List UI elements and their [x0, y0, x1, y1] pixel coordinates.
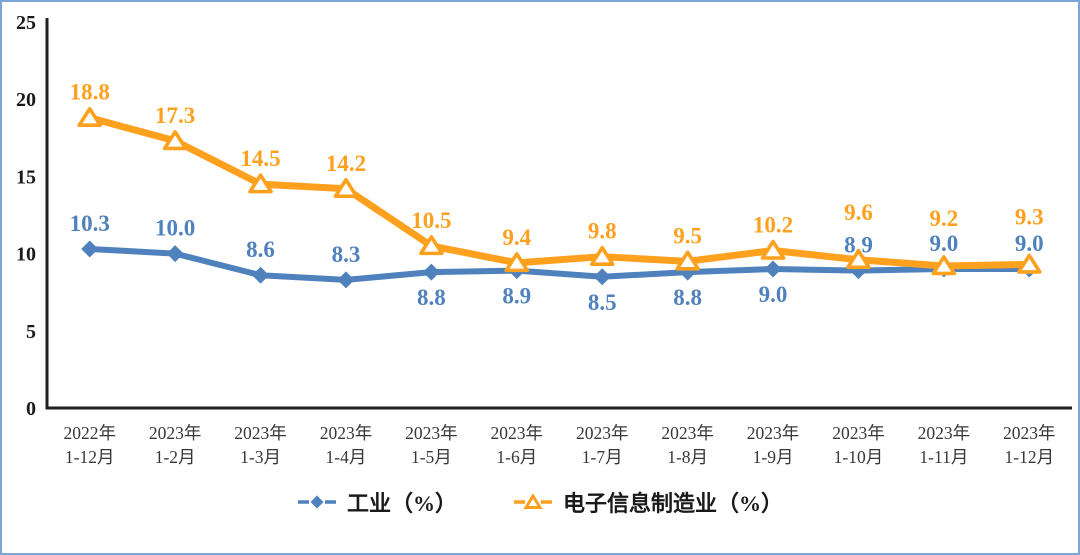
- marker-industry-6: [593, 268, 611, 286]
- marker-electronics-manufacturing-1: [162, 130, 188, 151]
- series-line-industry: [86, 245, 1033, 283]
- data-label-electronics-manufacturing-11: 9.3: [1015, 204, 1044, 229]
- data-label-electronics-manufacturing-8: 10.2: [753, 213, 793, 238]
- marker-electronics-manufacturing-0: [77, 106, 103, 128]
- marker-industry-1: [166, 245, 184, 263]
- x-tick-label-2: 2023年 1-3月: [234, 423, 287, 467]
- data-label-industry-10: 9.0: [930, 231, 959, 256]
- data-label-electronics-manufacturing-1: 17.3: [155, 103, 195, 128]
- data-label-industry-11: 9.0: [1015, 231, 1044, 256]
- plot-area: 0 5 10 15 20 25 2022年 1-12月 2023年 1-2月 2023年 1-3月 20…: [16, 12, 1072, 467]
- y-tick-label-10: 10: [16, 244, 36, 266]
- legend-label-electronics-manufacturing: 电子信息制造业（%）: [563, 491, 784, 516]
- legend-label-industry: 工业（%）: [346, 491, 457, 516]
- data-label-electronics-manufacturing-9: 9.6: [844, 200, 873, 225]
- marker-electronics-manufacturing-6: [589, 245, 615, 266]
- x-tick-label-1: 2023年 1-2月: [149, 423, 202, 467]
- data-label-electronics-manufacturing-10: 9.2: [930, 206, 959, 231]
- marker-industry-4: [422, 263, 440, 281]
- data-label-electronics-manufacturing-2: 14.5: [240, 146, 280, 171]
- data-label-industry-5: 8.9: [502, 284, 531, 309]
- y-tick-label-25: 25: [16, 12, 36, 34]
- x-tick-label-3: 2023年 1-4月: [320, 423, 373, 467]
- marker-electronics-manufacturing-4: [419, 235, 444, 256]
- x-tick-label-11: 2023年 1-12月: [1003, 423, 1056, 467]
- data-label-industry-7: 8.8: [673, 285, 702, 310]
- y-tick-label-5: 5: [26, 321, 36, 343]
- series-line-electronics-manufacturing: [86, 114, 1033, 270]
- chart-legend: 工业（%） 电子信息制造业（%）: [2, 486, 1078, 518]
- marker-industry-2: [252, 266, 270, 284]
- legend-item-electronics-manufacturing: 电子信息制造业（%）: [513, 486, 783, 518]
- x-tick-label-10: 2023年 1-11月: [918, 423, 971, 467]
- electronics-triangle-legend-marker: [514, 493, 552, 509]
- data-label-industry-0: 10.3: [70, 211, 110, 236]
- y-tick-label-20: 20: [16, 89, 36, 111]
- data-label-electronics-manufacturing-5: 9.4: [502, 225, 531, 250]
- data-label-industry-1: 10.0: [155, 216, 195, 241]
- data-label-electronics-manufacturing-6: 9.8: [588, 219, 617, 244]
- marker-electronics-manufacturing-9: [846, 248, 871, 270]
- legend-item-industry: 工业（%）: [297, 486, 457, 518]
- x-tick-label-9: 2023年 1-10月: [832, 423, 885, 467]
- x-tick-label-0: 2022年 1-12月: [63, 423, 116, 467]
- marker-electronics-manufacturing-11: [1016, 253, 1042, 274]
- marker-electronics-manufacturing-8: [760, 239, 786, 260]
- data-label-industry-3: 8.3: [332, 242, 361, 267]
- data-label-electronics-manufacturing-4: 10.5: [411, 208, 451, 233]
- marker-electronics-manufacturing-7: [675, 250, 700, 271]
- industry-diamond-legend-marker: [297, 495, 336, 509]
- data-label-electronics-manufacturing-0: 18.8: [70, 80, 110, 105]
- marker-electronics-manufacturing-10: [931, 255, 957, 276]
- marker-electronics-manufacturing-2: [248, 173, 273, 194]
- data-label-electronics-manufacturing-3: 14.2: [326, 151, 366, 176]
- marker-industry-3: [337, 271, 355, 289]
- x-tick-label-8: 2023年 1-9月: [747, 423, 800, 467]
- data-label-industry-6: 8.5: [588, 290, 617, 315]
- data-label-industry-8: 9.0: [759, 282, 788, 307]
- x-tick-label-6: 2023年 1-7月: [576, 423, 629, 467]
- data-label-industry-4: 8.8: [417, 285, 446, 310]
- data-label-electronics-manufacturing-7: 9.5: [673, 223, 702, 248]
- x-tick-label-7: 2023年 1-8月: [661, 423, 714, 467]
- y-tick-label-15: 15: [16, 166, 36, 188]
- x-tick-label-4: 2023年 1-5月: [405, 423, 458, 467]
- y-tick-label-0: 0: [26, 398, 36, 420]
- data-label-industry-2: 8.6: [246, 237, 275, 262]
- marker-electronics-manufacturing-5: [504, 252, 530, 273]
- marker-industry-8: [764, 260, 782, 278]
- marker-industry-0: [81, 240, 99, 258]
- marker-electronics-manufacturing-3: [333, 177, 359, 199]
- x-tick-label-5: 2023年 1-6月: [491, 423, 544, 467]
